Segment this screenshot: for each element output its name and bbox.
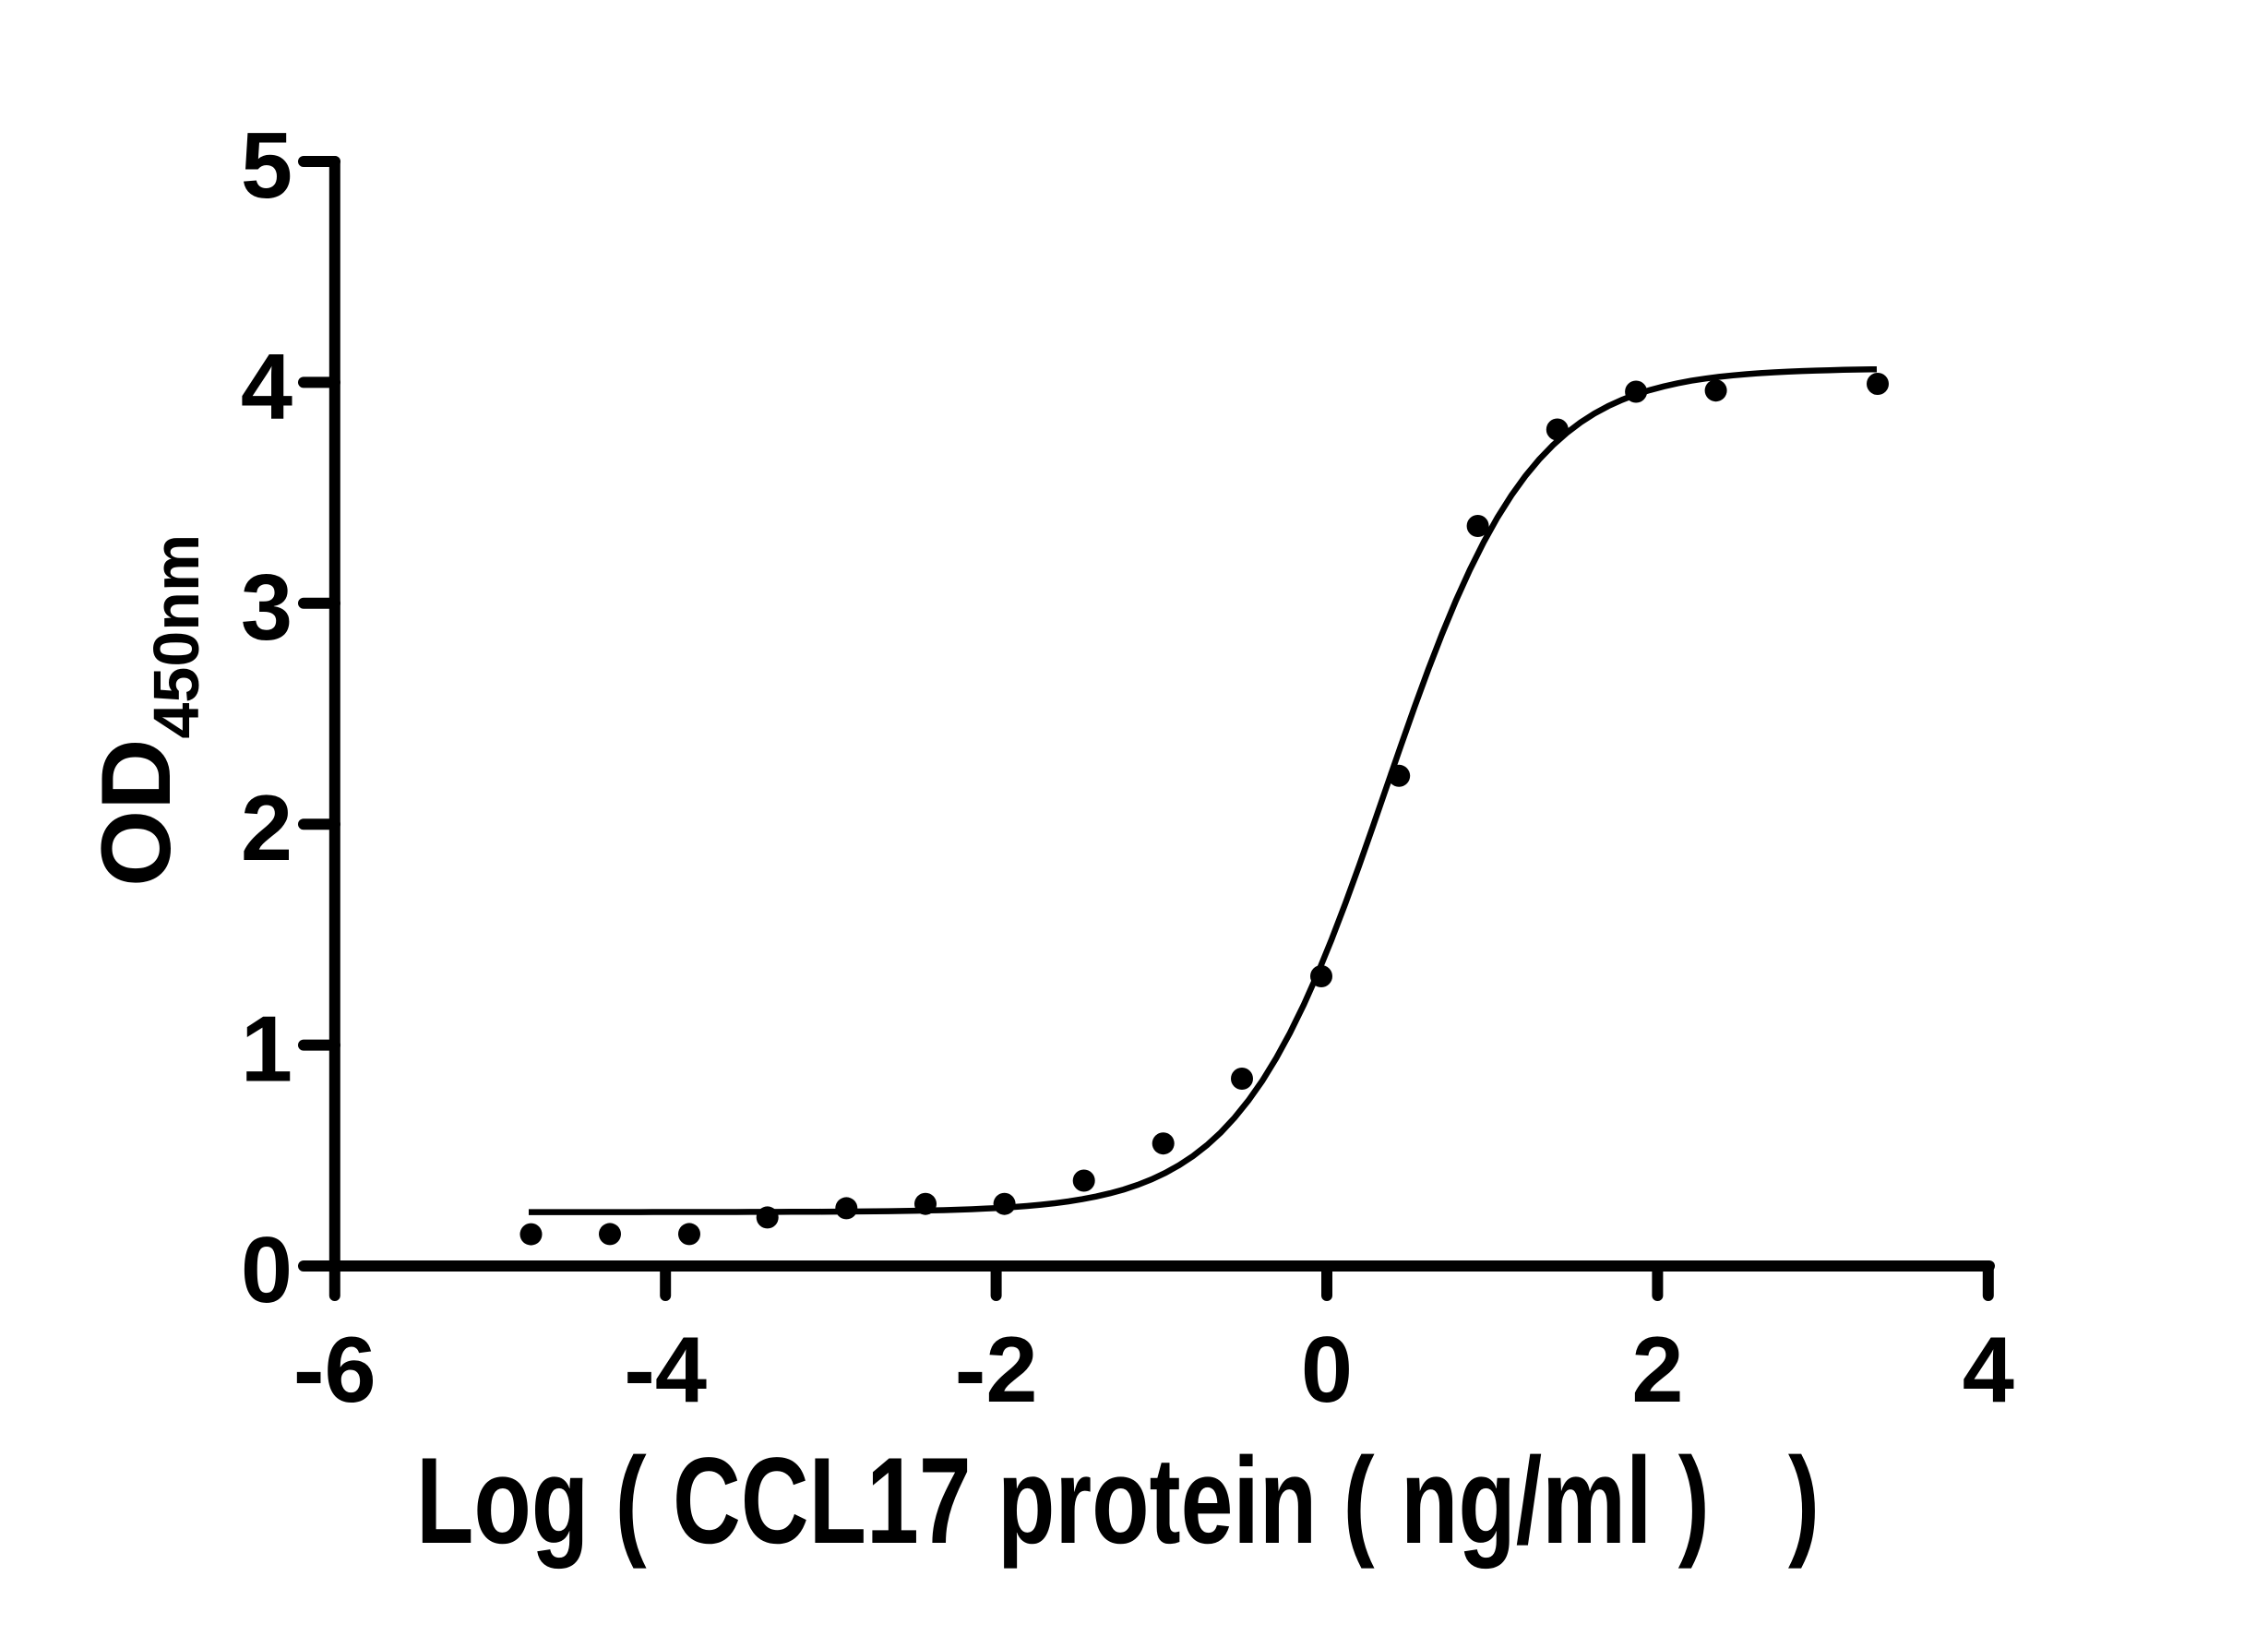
svg-text:0: 0	[241, 1219, 292, 1322]
svg-text:2: 2	[241, 777, 292, 880]
svg-text:0: 0	[1301, 1319, 1353, 1422]
svg-text:-2: -2	[955, 1319, 1038, 1422]
svg-text:4: 4	[1963, 1319, 2014, 1422]
svg-text:2: 2	[1631, 1319, 1683, 1422]
svg-text:5: 5	[241, 114, 292, 218]
svg-text:1: 1	[241, 998, 292, 1102]
svg-text:Log ( CCL17 protein ( ng/ml ): Log ( CCL17 protein ( ng/ml ) )	[416, 1433, 1820, 1570]
svg-text:3: 3	[241, 556, 292, 660]
svg-text:-4: -4	[624, 1319, 707, 1422]
svg-text:-6: -6	[293, 1319, 376, 1422]
svg-text:4: 4	[241, 335, 292, 438]
